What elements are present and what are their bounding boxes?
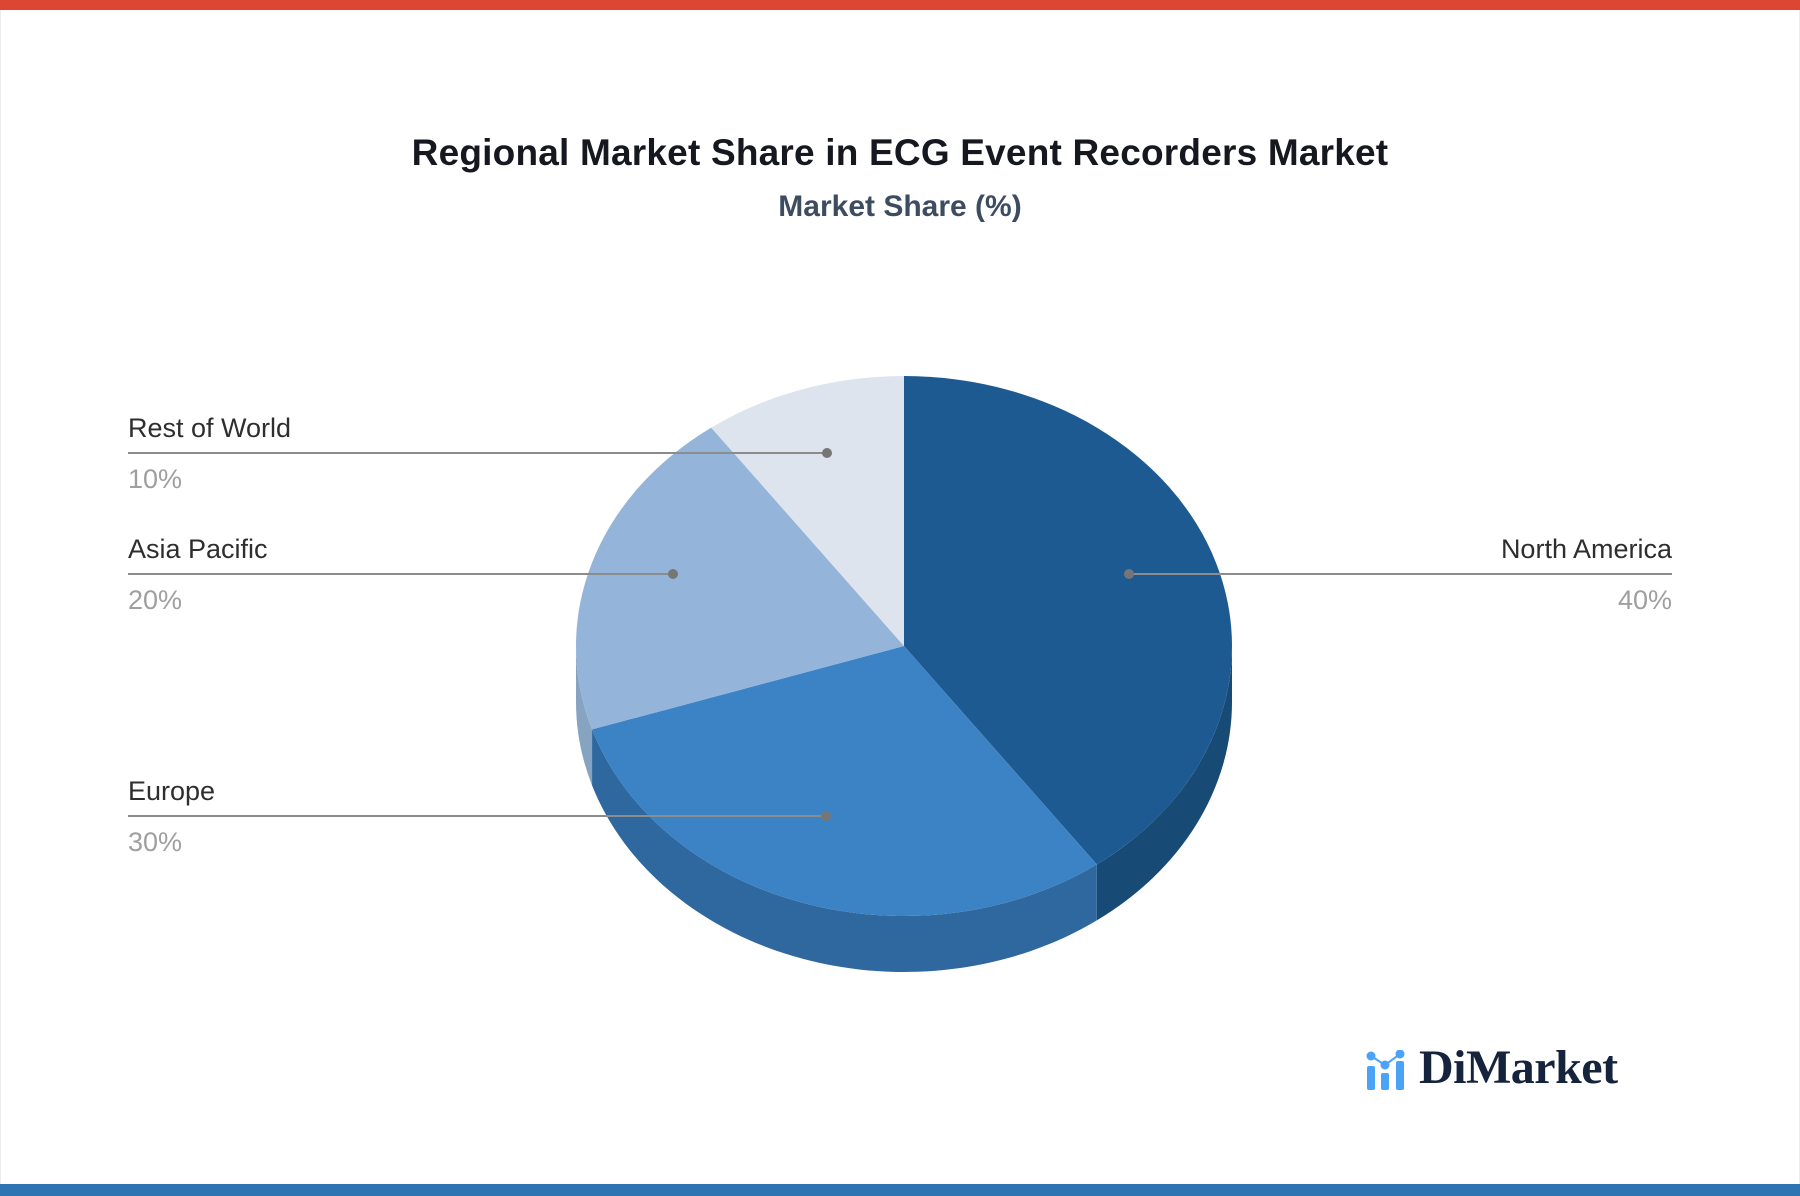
brand-logo-text: DiMarket — [1419, 1041, 1618, 1094]
callout-label-asia-pacific: Asia Pacific — [128, 534, 268, 564]
callout-line-asia-pacific — [128, 573, 673, 575]
callout-dot-north-america — [1124, 569, 1134, 579]
pie-slice-europe — [592, 646, 1097, 916]
callout-dot-rest-of-world — [822, 448, 832, 458]
pie-slice-asia-pacific — [576, 427, 904, 730]
pie-slice-north-america — [904, 376, 1232, 865]
callout-label-rest-of-world: Rest of World — [128, 413, 292, 443]
bar-1 — [1367, 1066, 1375, 1090]
chart-subtitle: Market Share (%) — [778, 190, 1022, 223]
bar-chart-trend-icon — [1366, 1050, 1405, 1090]
chart-title: Regional Market Share in ECG Event Recor… — [411, 132, 1389, 173]
callout-line-north-america — [1129, 573, 1672, 575]
bottom-accent-bar — [0, 1184, 1800, 1196]
callout-dot-europe — [821, 811, 831, 821]
bar-2 — [1381, 1073, 1389, 1090]
callout-line-rest-of-world — [128, 452, 827, 454]
callout-label-north-america: North America — [1500, 534, 1672, 564]
dot-3 — [1395, 1050, 1405, 1059]
callout-pct-rest-of-world: 10% — [128, 464, 183, 494]
callout-pct-north-america: 40% — [1617, 585, 1672, 615]
pie-slice-side-north-america — [1096, 646, 1232, 921]
callout-pct-asia-pacific: 20% — [128, 585, 183, 615]
pie-slice-side-europe — [592, 729, 1097, 972]
callout-line-europe — [128, 815, 826, 817]
brand-logo: DiMarket — [1362, 1040, 1618, 1094]
dot-2 — [1380, 1060, 1390, 1070]
bar-3 — [1396, 1061, 1404, 1090]
callout-pct-europe: 30% — [128, 827, 183, 857]
top-accent-bar — [0, 0, 1800, 10]
dot-1 — [1366, 1051, 1376, 1061]
callout-dot-asia-pacific — [668, 569, 678, 579]
pie-slice-side-asia-pacific — [576, 646, 593, 786]
pie-slice-rest-of-world — [711, 376, 904, 646]
callout-label-europe: Europe — [128, 776, 216, 806]
